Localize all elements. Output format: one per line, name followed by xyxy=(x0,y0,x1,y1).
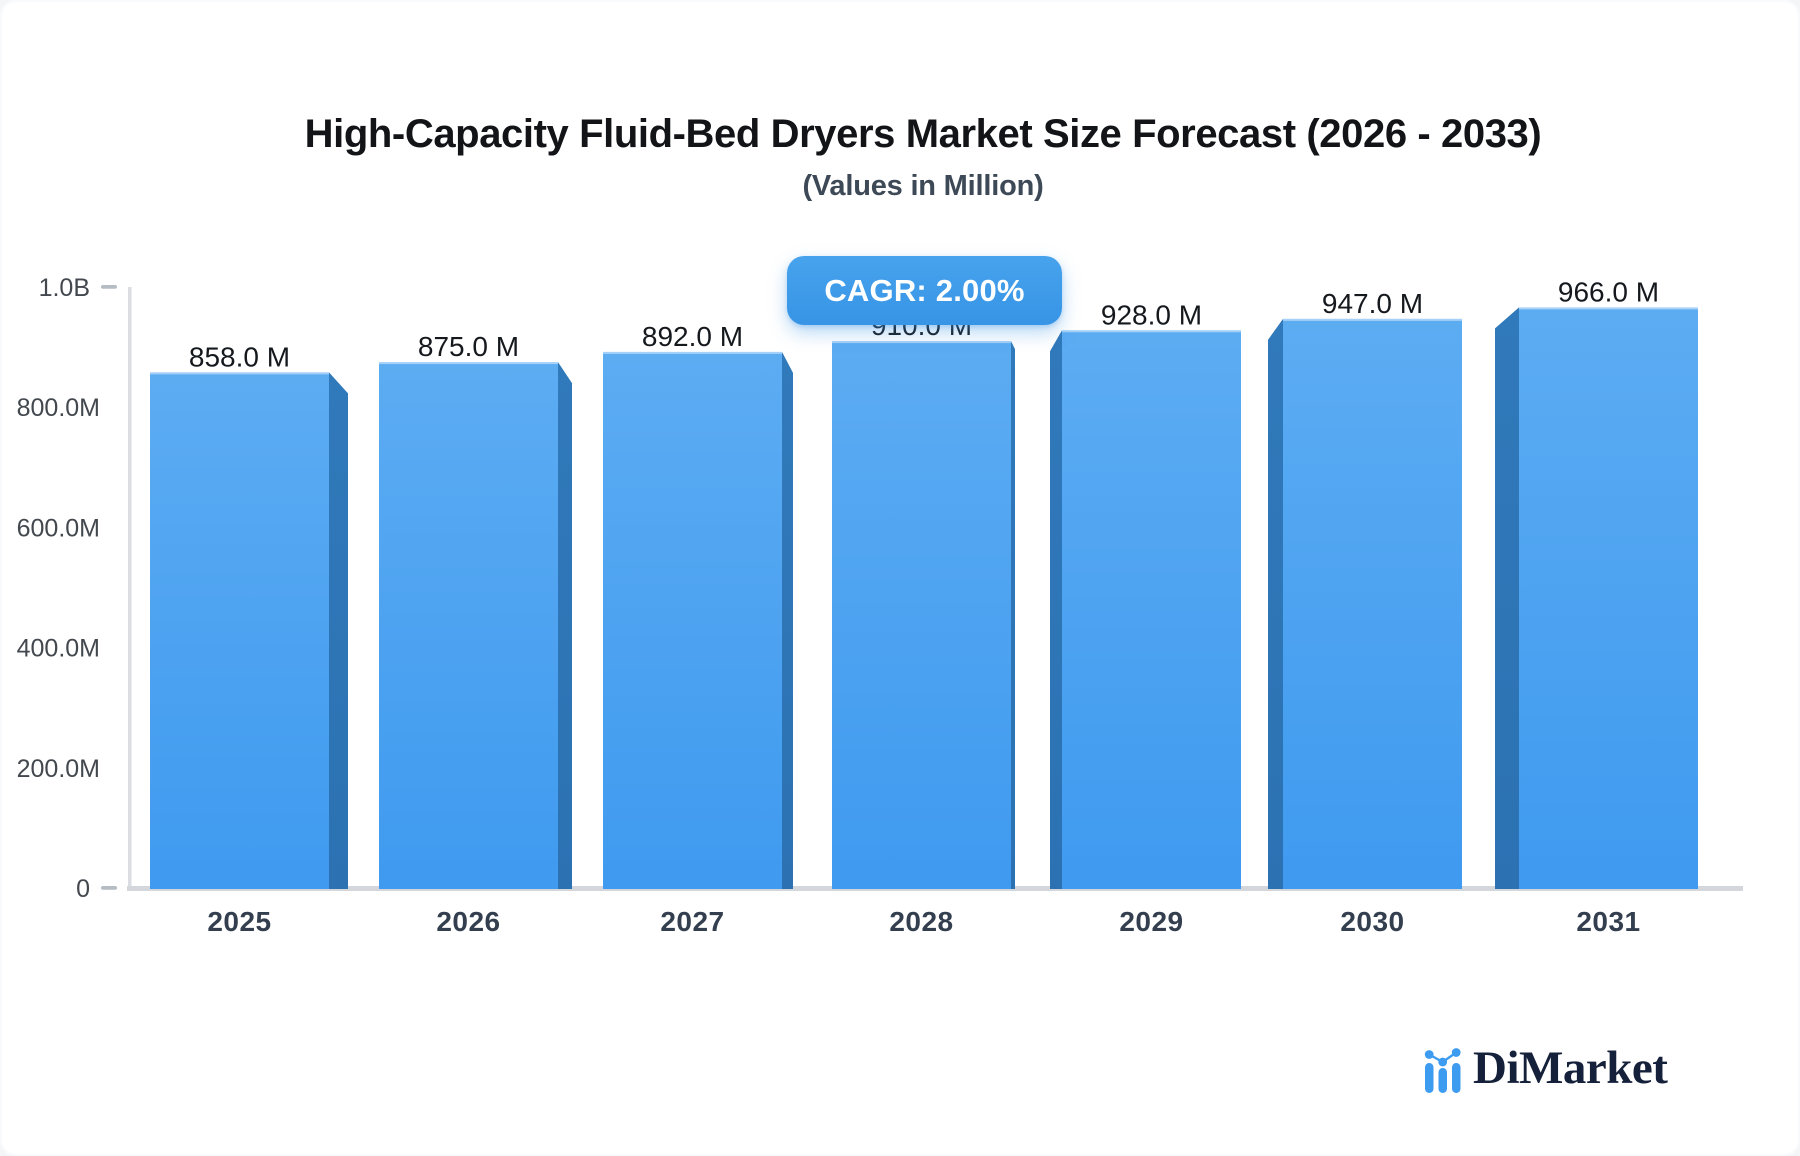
bar-top-highlight xyxy=(1283,318,1462,321)
bar-front-face xyxy=(832,341,1011,890)
x-axis-category-label: 2025 xyxy=(207,906,271,937)
bar-side-face xyxy=(1268,318,1283,889)
bar-2030[interactable] xyxy=(1268,318,1462,889)
y-tick-label: 200.0M xyxy=(17,755,100,783)
bar-front-face xyxy=(1283,318,1462,889)
x-axis-category-label: 2028 xyxy=(889,906,953,937)
bar-value-label: 928.0 M xyxy=(1101,299,1202,330)
bar-side-face xyxy=(329,372,348,889)
bar-value-label: 858.0 M xyxy=(189,341,290,372)
bar-2029[interactable] xyxy=(1050,330,1241,890)
bar-front-face xyxy=(150,372,329,889)
bar-top-highlight xyxy=(1519,307,1698,310)
bar-2026[interactable] xyxy=(379,362,572,889)
y-tick-label: 0 xyxy=(76,875,90,903)
x-axis-category-label: 2031 xyxy=(1576,906,1640,937)
y-tick-mark xyxy=(101,886,117,890)
x-axis-category-label: 2027 xyxy=(660,906,724,937)
cagr-badge-label: CAGR: 2.00% xyxy=(824,272,1025,308)
bar-2025[interactable] xyxy=(150,372,348,889)
dimarket-logo-icon xyxy=(1424,1048,1461,1093)
bars xyxy=(150,307,1698,890)
bar-side-face xyxy=(782,351,793,890)
y-tick-mark xyxy=(101,285,117,289)
bar-side-face xyxy=(1050,330,1062,890)
chart-title: High-Capacity Fluid-Bed Dryers Market Si… xyxy=(304,112,1542,156)
bar-side-face xyxy=(1495,307,1519,890)
x-axis-category-label: 2029 xyxy=(1119,906,1183,937)
bar-2028[interactable] xyxy=(832,341,1015,890)
brand-name: DiMarket xyxy=(1473,1042,1668,1094)
bar-front-face xyxy=(1062,330,1241,890)
cagr-badge: CAGR: 2.00% xyxy=(787,256,1062,325)
bar-top-highlight xyxy=(832,341,1011,344)
bar-2031[interactable] xyxy=(1495,307,1698,890)
bar-2027[interactable] xyxy=(603,351,793,890)
bar-value-label: 892.0 M xyxy=(642,321,743,352)
bar-value-label: 875.0 M xyxy=(418,331,519,362)
y-tick-label: 800.0M xyxy=(17,394,100,422)
bar-top-highlight xyxy=(150,372,329,375)
bar-top-highlight xyxy=(603,351,782,354)
x-axis-category-label: 2026 xyxy=(436,906,500,937)
bar-side-face xyxy=(1011,341,1015,890)
bar-top-highlight xyxy=(379,362,558,365)
x-axis-category-label: 2030 xyxy=(1340,906,1404,937)
y-axis-line xyxy=(128,287,132,891)
bar-top-highlight xyxy=(1062,330,1241,333)
chart-subtitle: (Values in Million) xyxy=(802,170,1044,202)
y-tick-label: 600.0M xyxy=(17,514,100,542)
bar-value-label: 947.0 M xyxy=(1322,288,1423,319)
y-tick-label: 400.0M xyxy=(17,635,100,663)
bar-front-face xyxy=(603,351,782,890)
bar-value-label: 966.0 M xyxy=(1558,276,1659,307)
bar-front-face xyxy=(1519,307,1698,890)
y-tick-label: 1.0B xyxy=(39,274,90,302)
bar-side-face xyxy=(558,362,572,889)
bar-front-face xyxy=(379,362,558,889)
